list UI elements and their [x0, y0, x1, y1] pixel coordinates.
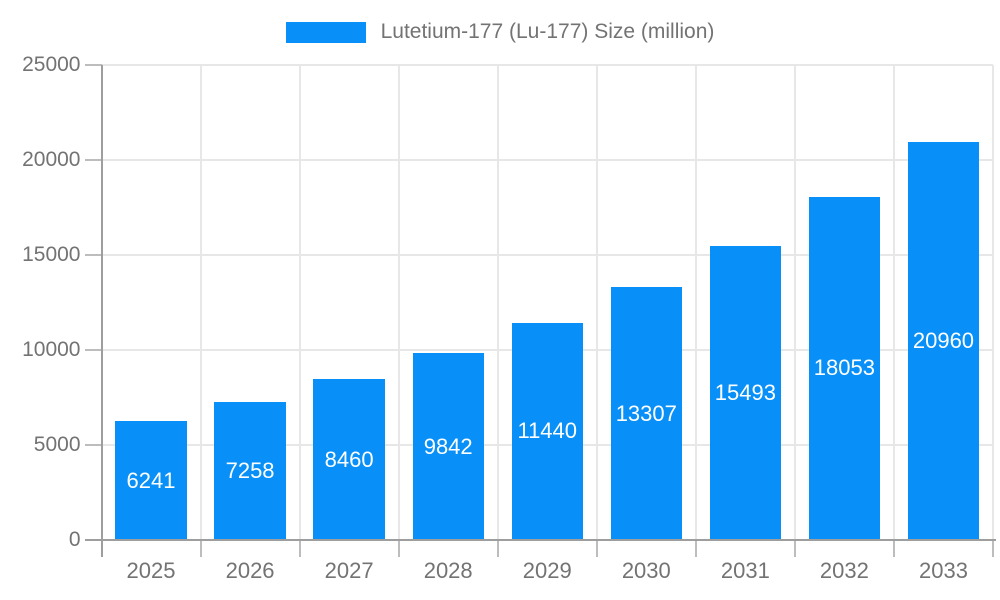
- v-gridline: [199, 65, 202, 540]
- y-axis-tick: [84, 444, 102, 446]
- y-axis-tick-label: 15000: [22, 243, 81, 266]
- x-axis-tick: [199, 540, 202, 557]
- v-gridline: [397, 65, 400, 540]
- bar-value-label: 13307: [615, 400, 677, 426]
- bar-value-label: 11440: [517, 418, 578, 444]
- y-axis-tick-label: 5000: [33, 433, 81, 456]
- v-gridline: [694, 65, 697, 540]
- x-axis-tick-label: 2032: [819, 558, 869, 583]
- x-axis-tick-label: 2031: [720, 558, 770, 583]
- x-axis-line: [84, 539, 996, 541]
- y-axis-line: [100, 65, 103, 557]
- x-axis-tick: [397, 540, 400, 557]
- v-gridline: [793, 65, 796, 540]
- legend-swatch: [285, 21, 366, 43]
- h-gridline: [101, 254, 993, 256]
- x-axis-tick-label: 2030: [621, 558, 671, 583]
- bar-value-label: 20960: [912, 327, 975, 353]
- bar-value-label: 9842: [423, 433, 473, 459]
- x-axis-tick-label: 2027: [324, 558, 374, 583]
- x-axis-tick-label: 2025: [126, 558, 176, 583]
- y-axis-tick: [84, 349, 102, 351]
- x-axis-tick: [892, 540, 895, 557]
- y-axis-tick-label: 0: [68, 528, 81, 551]
- v-gridline: [298, 65, 301, 540]
- v-gridline: [892, 65, 895, 540]
- bar: [907, 141, 980, 540]
- bar-value-label: 15493: [714, 379, 776, 405]
- bar: [610, 287, 682, 540]
- y-axis-tick-label: 25000: [22, 53, 81, 76]
- y-axis-tick-label: 10000: [22, 338, 81, 361]
- bar-value-label: 6241: [126, 467, 176, 493]
- bar: [412, 353, 484, 540]
- bar: [214, 402, 286, 540]
- y-axis-tick-label: 20000: [22, 148, 81, 171]
- x-axis-tick: [496, 540, 499, 557]
- x-axis-tick: [793, 540, 796, 557]
- y-axis-tick: [84, 64, 102, 66]
- x-axis-tick-label: 2026: [225, 558, 275, 583]
- v-gridline: [496, 65, 499, 540]
- bar-value-label: 7258: [225, 458, 275, 484]
- h-gridline: [101, 64, 993, 66]
- bar: [313, 379, 385, 540]
- x-axis-tick-label: 2028: [423, 558, 473, 583]
- x-axis-tick: [992, 540, 994, 557]
- legend-label: Lutetium-177 (Lu-177) Size (million): [380, 20, 715, 43]
- x-axis-tick: [298, 540, 301, 557]
- x-axis-tick: [595, 540, 598, 557]
- x-axis-tick-label: 2029: [522, 558, 572, 583]
- bar: [115, 421, 187, 540]
- bar-value-label: 18053: [813, 355, 875, 381]
- v-gridline: [595, 65, 598, 540]
- v-gridline: [992, 65, 994, 540]
- bar: [511, 322, 583, 540]
- y-axis-tick: [84, 254, 102, 256]
- x-axis-tick-label: 2033: [918, 558, 968, 583]
- h-gridline: [101, 159, 993, 161]
- y-axis-tick: [84, 159, 102, 161]
- x-axis-tick: [694, 540, 697, 557]
- bar: [808, 196, 881, 540]
- bar: [709, 245, 781, 540]
- legend: Lutetium-177 (Lu-177) Size (million): [0, 20, 1000, 44]
- bar-value-label: 8460: [324, 446, 374, 472]
